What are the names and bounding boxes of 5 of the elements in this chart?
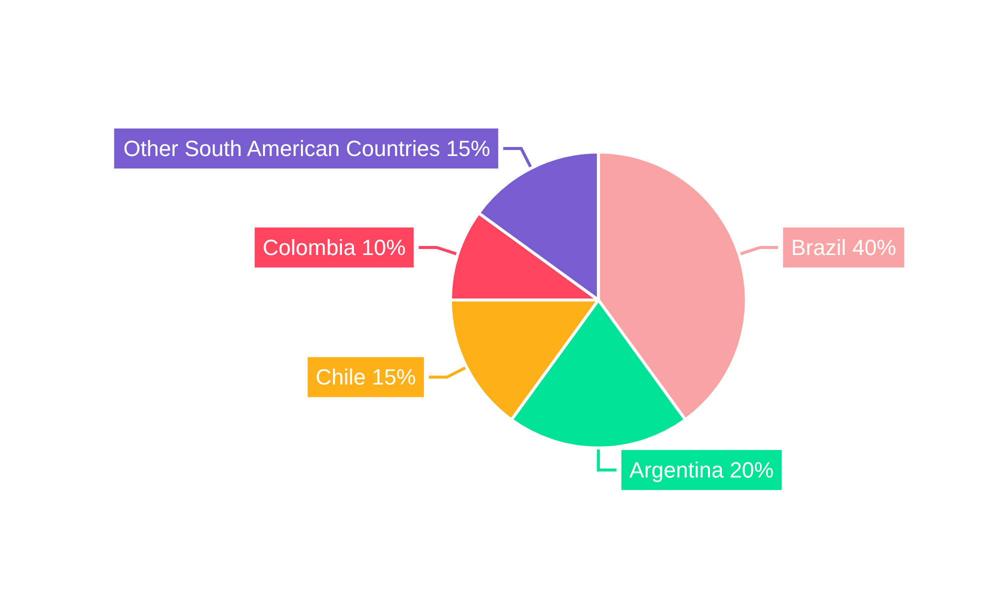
slice-label: Argentina 20% (629, 458, 774, 482)
slice-label: Other South American Countries 15% (123, 136, 490, 162)
slice-label: Colombia 10% (262, 234, 406, 260)
slice-label: Chile 15% (316, 364, 416, 390)
slice-label: Brazil 40% (791, 234, 896, 260)
